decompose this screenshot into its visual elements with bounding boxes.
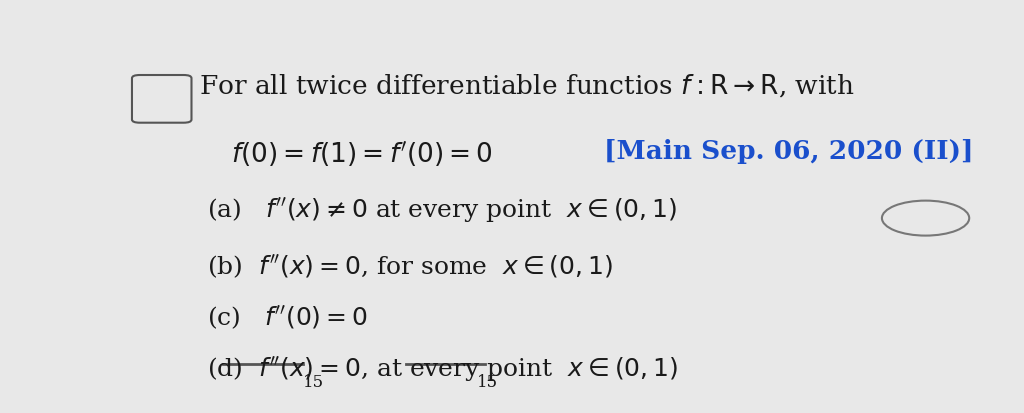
Text: 15: 15 [477, 374, 499, 391]
Text: (b)  $f''(x)=0$, for some  $x\in(0,1)$: (b) $f''(x)=0$, for some $x\in(0,1)$ [207, 253, 613, 281]
Text: For all twice differentiable functios $f : \mathrm{R}\rightarrow\mathrm{R}$, wit: For all twice differentiable functios $f… [200, 72, 855, 99]
Text: [Main Sep. 06, 2020 (II)]: [Main Sep. 06, 2020 (II)] [604, 139, 974, 164]
Text: 15: 15 [303, 374, 324, 391]
Text: 3.: 3. [147, 86, 175, 112]
Text: 8: 8 [916, 206, 935, 230]
Text: (c)   $f''(0)=0$: (c) $f''(0)=0$ [207, 304, 368, 332]
Circle shape [882, 201, 969, 235]
Text: (a)   $f''(x)\neq 0$ at every point  $x\in(0,1)$: (a) $f''(x)\neq 0$ at every point $x\in(… [207, 196, 678, 225]
FancyBboxPatch shape [132, 75, 191, 123]
Text: (d)  $f''(x)=0$, at every point  $x\in(0,1)$: (d) $f''(x)=0$, at every point $x\in(0,1… [207, 355, 679, 384]
Text: $f(0)=f(1)=f'(0)=0$: $f(0)=f(1)=f'(0)=0$ [231, 139, 493, 169]
